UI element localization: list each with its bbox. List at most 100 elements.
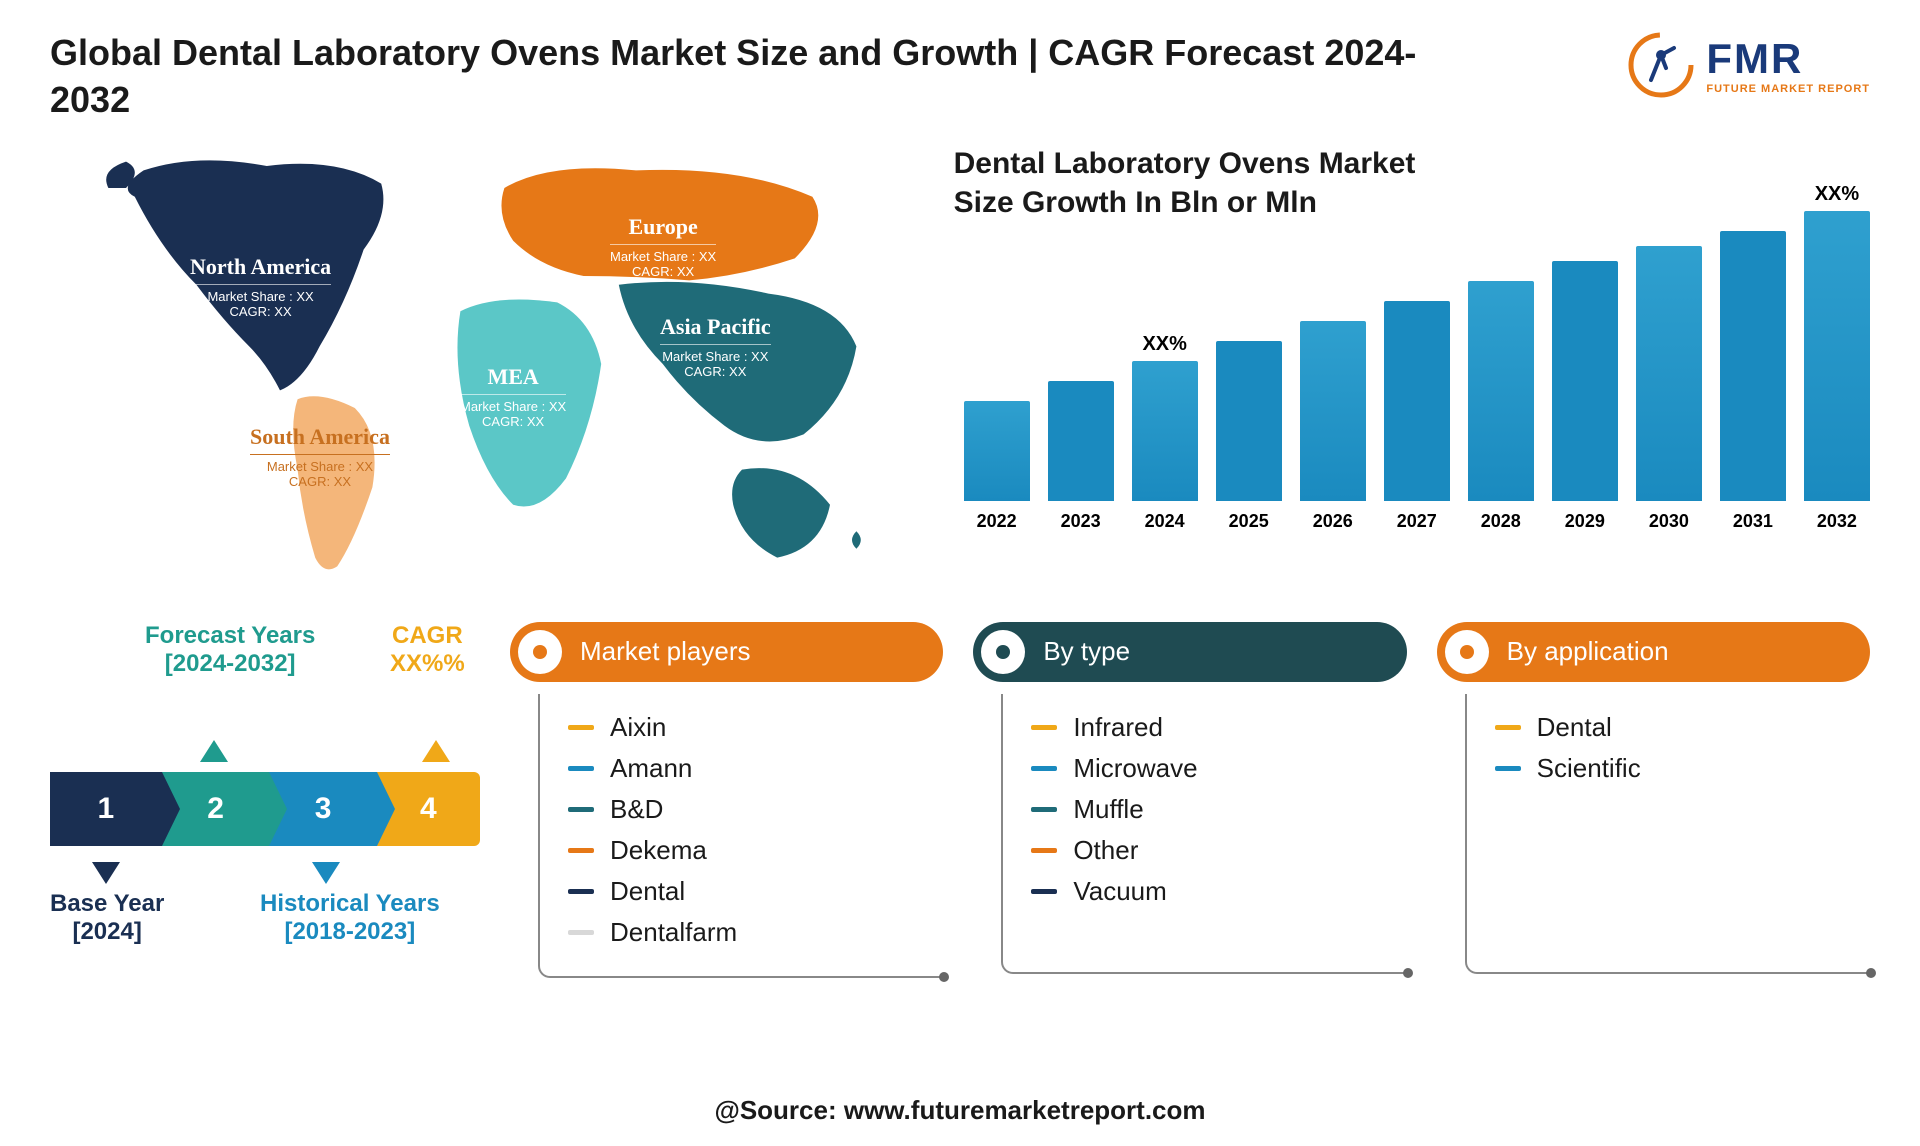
tl-label-line2: [2024] [50, 918, 164, 947]
category: Market players Aixin Amann B&D Dekema De… [510, 622, 943, 978]
category-item: Infrared [1031, 712, 1386, 743]
bar-year-label: 2031 [1733, 511, 1773, 532]
tick-icon [1495, 766, 1521, 771]
tl-label-line2: [2024-2032] [145, 650, 315, 679]
bar-year-label: 2028 [1481, 511, 1521, 532]
content-row: North America Market Share : XX CAGR: XX… [50, 144, 1870, 592]
bar [1048, 381, 1114, 501]
region-share: Market Share : XX [610, 244, 716, 264]
logo-icon [1626, 30, 1696, 100]
category-item: Microwave [1031, 753, 1386, 784]
tl-label-line1: CAGR [390, 622, 465, 651]
category-title: By type [1043, 636, 1130, 667]
tick-icon [568, 725, 594, 730]
bar-wrap: XX% 2024 [1132, 361, 1198, 532]
chart-area: 2022 2023XX% 2024 2025 2026 2027 2028 20… [954, 232, 1870, 592]
category-item-text: Dekema [610, 835, 707, 866]
bar [1384, 301, 1450, 501]
categories: Market players Aixin Amann B&D Dekema De… [510, 622, 1870, 978]
logo: FMR FUTURE MARKET REPORT [1626, 30, 1870, 100]
category-item: Other [1031, 835, 1386, 866]
source-attribution: @Source: www.futuremarketreport.com [714, 1095, 1205, 1126]
bar-year-label: 2022 [977, 511, 1017, 532]
bar-wrap: 2025 [1216, 341, 1282, 532]
region-share: Market Share : XX [660, 344, 771, 364]
region-label: Asia Pacific Market Share : XX CAGR: XX [660, 314, 771, 379]
tl-label-line1: Forecast Years [145, 622, 315, 651]
category-item: B&D [568, 794, 923, 825]
logo-main: FMR [1706, 35, 1870, 83]
dot-inner-icon [996, 645, 1010, 659]
category-item-text: Dental [1537, 712, 1612, 743]
tick-icon [568, 766, 594, 771]
category-item-text: Dentalfarm [610, 917, 737, 948]
bars-container: 2022 2023XX% 2024 2025 2026 2027 2028 20… [954, 232, 1870, 532]
category-header: By application [1437, 622, 1870, 682]
bar-wrap: 2023 [1048, 381, 1114, 532]
region-name: North America [190, 254, 331, 280]
tl-label-line2: [2018-2023] [260, 918, 440, 947]
bar [1552, 261, 1618, 501]
dot-icon [518, 630, 562, 674]
timeline-label-historical: Historical Years[2018-2023] [260, 890, 440, 948]
tl-label-line2: XX%% [390, 650, 465, 679]
category-title: By application [1507, 636, 1669, 667]
timeline-label-forecast: Forecast Years[2024-2032] [145, 622, 315, 680]
tl-label-line1: Historical Years [260, 890, 440, 919]
bar-wrap: XX% 2032 [1804, 211, 1870, 532]
dot-icon [981, 630, 1025, 674]
bar-wrap: 2022 [964, 401, 1030, 532]
category-item-text: B&D [610, 794, 663, 825]
bottom-row: Base Year[2024] Forecast Years[2024-2032]… [50, 622, 1870, 982]
chevron-icon [162, 772, 180, 846]
category-item: Dental [1495, 712, 1850, 743]
tick-icon [568, 807, 594, 812]
logo-sub: FUTURE MARKET REPORT [1706, 83, 1870, 95]
bar-year-label: 2024 [1145, 511, 1185, 532]
category-item-text: Vacuum [1073, 876, 1166, 907]
bar-wrap: 2031 [1720, 231, 1786, 532]
category-item-text: Amann [610, 753, 692, 784]
dot-icon [1445, 630, 1489, 674]
timeline: Base Year[2024] Forecast Years[2024-2032]… [50, 622, 480, 982]
tick-icon [1031, 889, 1057, 894]
region-cagr: CAGR: XX [660, 364, 771, 379]
category-item-text: Aixin [610, 712, 666, 743]
category-header: By type [973, 622, 1406, 682]
category-item: Aixin [568, 712, 923, 743]
chart-title: Dental Laboratory Ovens Market Size Grow… [954, 144, 1454, 222]
category-item: Vacuum [1031, 876, 1386, 907]
tick-icon [1031, 807, 1057, 812]
bar-year-label: 2032 [1817, 511, 1857, 532]
region-name: MEA [460, 364, 566, 390]
timeline-segment: 1 [50, 772, 162, 846]
tick-icon [568, 889, 594, 894]
chevron-icon [377, 772, 395, 846]
bar-year-label: 2029 [1565, 511, 1605, 532]
region-share: Market Share : XX [250, 454, 390, 474]
tick-icon [568, 930, 594, 935]
tick-icon [1031, 848, 1057, 853]
category-item-text: Infrared [1073, 712, 1163, 743]
region-share: Market Share : XX [190, 284, 331, 304]
header: Global Dental Laboratory Ovens Market Si… [50, 30, 1870, 124]
region-label: MEA Market Share : XX CAGR: XX [460, 364, 566, 429]
bar [1300, 321, 1366, 501]
bar-callout: XX% [1815, 183, 1859, 206]
category-title: Market players [580, 636, 751, 667]
chevron-icon [269, 772, 287, 846]
region-cagr: CAGR: XX [190, 304, 331, 319]
region-cagr: CAGR: XX [460, 414, 566, 429]
category-header: Market players [510, 622, 943, 682]
category: By type Infrared Microwave Muffle Other … [973, 622, 1406, 978]
category-item: Dekema [568, 835, 923, 866]
category-item-text: Other [1073, 835, 1138, 866]
category-body: Infrared Microwave Muffle Other Vacuum [1001, 694, 1406, 974]
category-body: Aixin Amann B&D Dekema Dental Dentalfarm [538, 694, 943, 978]
category-item: Amann [568, 753, 923, 784]
bar [1468, 281, 1534, 501]
category-item: Muffle [1031, 794, 1386, 825]
bar [964, 401, 1030, 501]
bar-year-label: 2025 [1229, 511, 1269, 532]
timeline-label-base: Base Year[2024] [50, 890, 164, 948]
